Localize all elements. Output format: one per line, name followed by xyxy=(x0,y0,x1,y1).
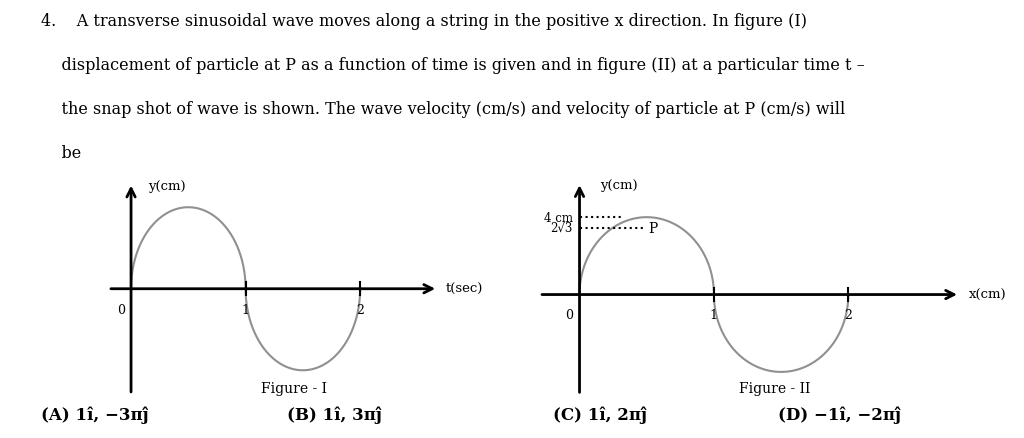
Text: (D) −1î, −2πĵ: (D) −1î, −2πĵ xyxy=(778,405,901,423)
Text: 2: 2 xyxy=(845,309,852,322)
Text: (A) 1î, −3πĵ: (A) 1î, −3πĵ xyxy=(41,405,148,423)
Text: 1: 1 xyxy=(710,309,718,322)
Text: t(sec): t(sec) xyxy=(446,283,483,296)
Text: Figure - II: Figure - II xyxy=(738,381,810,395)
Text: the snap shot of wave is shown. The wave velocity (cm/s) and velocity of particl: the snap shot of wave is shown. The wave… xyxy=(41,101,845,118)
Text: 4 cm: 4 cm xyxy=(544,211,572,224)
Text: 0: 0 xyxy=(118,304,125,317)
Text: 2√3: 2√3 xyxy=(551,222,572,234)
Text: 0: 0 xyxy=(565,309,572,322)
Text: 4.    A transverse sinusoidal wave moves along a string in the positive x direct: 4. A transverse sinusoidal wave moves al… xyxy=(41,13,807,30)
Text: x(cm): x(cm) xyxy=(970,288,1007,301)
Text: Figure - I: Figure - I xyxy=(261,381,328,395)
Text: be: be xyxy=(41,145,81,162)
Text: y(cm): y(cm) xyxy=(600,179,637,192)
Text: 2: 2 xyxy=(356,304,365,317)
Text: P: P xyxy=(648,221,657,235)
Text: displacement of particle at P as a function of time is given and in figure (II) : displacement of particle at P as a funct… xyxy=(41,57,864,74)
Text: (B) 1î, 3πĵ: (B) 1î, 3πĵ xyxy=(287,405,382,423)
Text: (C) 1î, 2πĵ: (C) 1î, 2πĵ xyxy=(553,405,647,423)
Text: 1: 1 xyxy=(242,304,250,317)
Text: y(cm): y(cm) xyxy=(148,179,185,192)
